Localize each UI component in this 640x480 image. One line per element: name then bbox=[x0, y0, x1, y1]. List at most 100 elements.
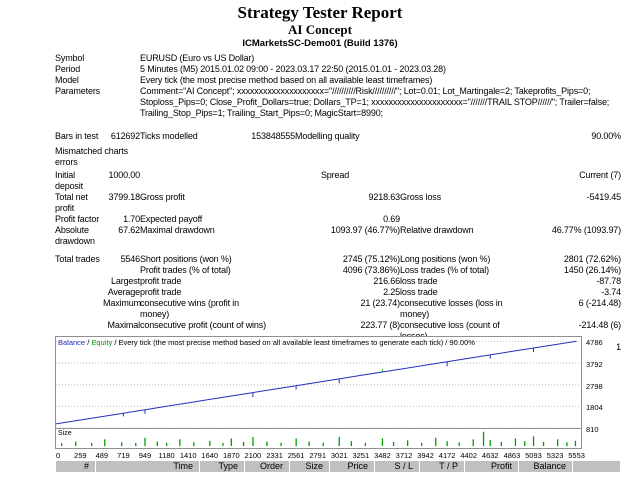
results-table: Initial deposit 1000.00 Spread Current (… bbox=[55, 170, 621, 353]
short-positions-label: Short positions (won %) bbox=[140, 254, 232, 264]
balance-chart: Balance / Equity / Every tick (the most … bbox=[55, 336, 638, 462]
symbol-value: EURUSD (Euro vs US Dollar) bbox=[140, 53, 255, 63]
max-consec-losses-value: 6 (-214.48) bbox=[578, 298, 622, 308]
size-bar bbox=[381, 438, 384, 446]
absolute-drawdown-label: Absolute drawdown bbox=[55, 225, 95, 246]
mismatched-value bbox=[140, 142, 621, 168]
size-bar bbox=[61, 443, 63, 446]
relative-drawdown-value: 46.77% (1093.97) bbox=[551, 225, 621, 235]
total-trades-label: Total trades bbox=[55, 254, 100, 264]
x-axis-label: 4632 bbox=[481, 451, 499, 460]
largest-profit-value: 216.66 bbox=[373, 276, 400, 286]
row-period: Period 5 Minutes (M5) 2015.01.02 09:00 -… bbox=[55, 64, 621, 75]
x-axis-label: 259 bbox=[74, 451, 87, 460]
short-positions-value: 2745 (75.12%) bbox=[342, 254, 400, 264]
size-bar bbox=[542, 441, 545, 446]
size-bar bbox=[209, 440, 211, 447]
maximal-drawdown-label: Maximal drawdown bbox=[140, 225, 215, 235]
average-loss-value: -3.74 bbox=[601, 287, 621, 297]
absolute-drawdown-value: 67.62 bbox=[118, 225, 140, 235]
period-label: Period bbox=[55, 64, 81, 74]
row-total-trades: Total trades 5546 Short positions (won %… bbox=[55, 247, 621, 265]
initial-deposit-value: 1000.00 bbox=[108, 170, 141, 180]
x-axis-label: 1640 bbox=[201, 451, 219, 460]
parameters-label: Parameters bbox=[55, 86, 101, 96]
period-value: 5 Minutes (M5) 2015.01.02 09:00 - 2023.0… bbox=[140, 64, 446, 74]
symbol-label: Symbol bbox=[55, 53, 85, 63]
model-label: Model bbox=[55, 75, 79, 85]
size-bar bbox=[566, 442, 568, 447]
row-largest: Largest profit trade 216.66 loss trade -… bbox=[55, 276, 621, 287]
largest-loss-value: -87.78 bbox=[596, 276, 621, 286]
size-panel: Size bbox=[55, 429, 582, 449]
ticks-value: 153848555 bbox=[251, 131, 295, 141]
row-net-profit: Total net profit 3799.18 Gross profit 92… bbox=[55, 192, 621, 214]
average-profit-label: profit trade bbox=[140, 287, 182, 297]
profit-trades-label: Profit trades (% of total) bbox=[140, 265, 231, 275]
size-bar bbox=[482, 431, 485, 447]
size-bar bbox=[252, 437, 254, 446]
legend-separator: / bbox=[85, 338, 92, 347]
x-axis-labels: 0 259 489 719 949 1180 1410 1640 1870 2100 2331 256… bbox=[55, 451, 585, 460]
size-bar bbox=[557, 439, 559, 447]
x-axis-label: 4863 bbox=[503, 451, 521, 460]
maximal-consec-profit-label: consecutive profit (count of wins) bbox=[140, 320, 266, 330]
total-trades-value: 5546 bbox=[120, 254, 141, 264]
size-bar bbox=[156, 441, 158, 446]
maximal-consec-profit-value: 223.77 (8) bbox=[360, 320, 400, 330]
avg-consec-losses-value: 1 bbox=[616, 342, 621, 352]
net-profit-value: 3799.18 bbox=[108, 192, 141, 202]
size-bar bbox=[500, 441, 502, 446]
initial-deposit-label: Initial deposit bbox=[55, 170, 83, 191]
size-bar bbox=[458, 442, 460, 446]
legend-balance-label: Balance bbox=[58, 338, 86, 347]
size-bar bbox=[421, 442, 423, 446]
largest-label: Largest bbox=[111, 276, 140, 286]
y-axis-label: 3792 bbox=[586, 360, 603, 370]
mismatched-label: Mismatched charts errors bbox=[55, 146, 128, 167]
x-axis-label: 4402 bbox=[460, 451, 478, 460]
y-axis-label: 2798 bbox=[586, 381, 603, 391]
legend-description: / Every tick (the most precise method ba… bbox=[112, 338, 475, 347]
footer-col-type: Type bbox=[200, 461, 244, 472]
footer-col-order: Order bbox=[245, 461, 289, 472]
size-bar bbox=[166, 443, 168, 446]
maximal-drawdown-value: 1093.97 (46.77%) bbox=[330, 225, 400, 235]
x-axis-label: 0 bbox=[56, 451, 61, 460]
footer-col-profit: Profit bbox=[465, 461, 518, 472]
size-bar bbox=[91, 443, 93, 446]
row-symbol: Symbol EURUSD (Euro vs US Dollar) bbox=[55, 53, 621, 64]
size-bar bbox=[308, 441, 310, 446]
gross-profit-value: 9218.63 bbox=[368, 192, 401, 202]
size-bar bbox=[392, 441, 395, 446]
x-axis-label: 1180 bbox=[158, 451, 175, 460]
size-bars-svg bbox=[61, 431, 577, 447]
y-axis-label: 4786 bbox=[586, 338, 603, 348]
info-table: Symbol EURUSD (Euro vs US Dollar) Period… bbox=[55, 53, 621, 168]
footer-spacer bbox=[573, 461, 620, 472]
spread-value: Current (7) bbox=[579, 170, 621, 180]
row-profit-factor: Profit factor 1.70 Expected payoff 0.69 bbox=[55, 214, 621, 225]
x-axis-label: 949 bbox=[138, 451, 152, 460]
footer-col-size: Size bbox=[290, 461, 329, 472]
average-loss-label: loss trade bbox=[400, 287, 438, 297]
net-profit-label: Total net profit bbox=[55, 192, 88, 213]
x-axis-label: 3482 bbox=[374, 451, 391, 460]
x-axis-label: 5323 bbox=[546, 451, 564, 460]
size-bar bbox=[338, 437, 340, 446]
spread-label: Spread bbox=[320, 170, 350, 180]
quality-value: 90.00% bbox=[591, 131, 621, 141]
max-consec-losses-label: consecutive losses (loss in money) bbox=[400, 298, 503, 319]
maximal-label: Maximal bbox=[107, 320, 141, 330]
size-bar bbox=[193, 442, 195, 447]
row-max-consecutive: Maximum consecutive wins (profit in mone… bbox=[55, 298, 621, 320]
expected-payoff-value: 0.69 bbox=[383, 214, 400, 224]
legend-equity-label: Equity bbox=[91, 338, 113, 347]
size-bar bbox=[489, 440, 491, 446]
size-bar bbox=[75, 441, 77, 446]
footer-col-sl: S / L bbox=[375, 461, 419, 472]
footer-col-time: Time bbox=[96, 461, 199, 472]
long-positions-label: Long positions (won %) bbox=[400, 254, 491, 264]
footer-col-tp: T / P bbox=[420, 461, 464, 472]
